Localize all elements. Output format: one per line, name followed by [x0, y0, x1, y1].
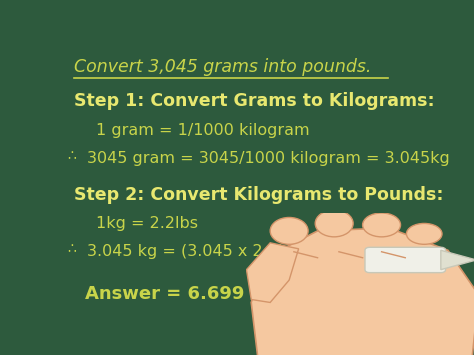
Text: 1kg = 2.2lbs: 1kg = 2.2lbs — [96, 216, 198, 231]
Text: Step 1: Convert Grams to Kilograms:: Step 1: Convert Grams to Kilograms: — [74, 92, 435, 110]
Text: Answer = 6.699 lbs: Answer = 6.699 lbs — [85, 284, 280, 302]
Ellipse shape — [315, 210, 353, 237]
Polygon shape — [441, 250, 474, 270]
Text: 3045 gram = 3045/1000 kilogram = 3.045kg: 3045 gram = 3045/1000 kilogram = 3.045kg — [87, 151, 449, 165]
FancyBboxPatch shape — [365, 247, 446, 273]
Text: Step 2: Convert Kilograms to Pounds:: Step 2: Convert Kilograms to Pounds: — [74, 186, 444, 204]
Text: 3.045 kg = (3.045 x 2.2) lbs =6.699 lbs: 3.045 kg = (3.045 x 2.2) lbs =6.699 lbs — [87, 244, 404, 258]
Text: Convert 3,045 grams into pounds.: Convert 3,045 grams into pounds. — [74, 58, 371, 76]
Ellipse shape — [270, 218, 308, 244]
Text: ∴: ∴ — [67, 242, 76, 256]
Ellipse shape — [363, 213, 401, 237]
Text: 1 gram = 1/1000 kilogram: 1 gram = 1/1000 kilogram — [96, 123, 310, 138]
Ellipse shape — [407, 223, 442, 244]
Polygon shape — [246, 243, 299, 302]
Text: ∴: ∴ — [67, 149, 76, 163]
Polygon shape — [251, 228, 474, 355]
